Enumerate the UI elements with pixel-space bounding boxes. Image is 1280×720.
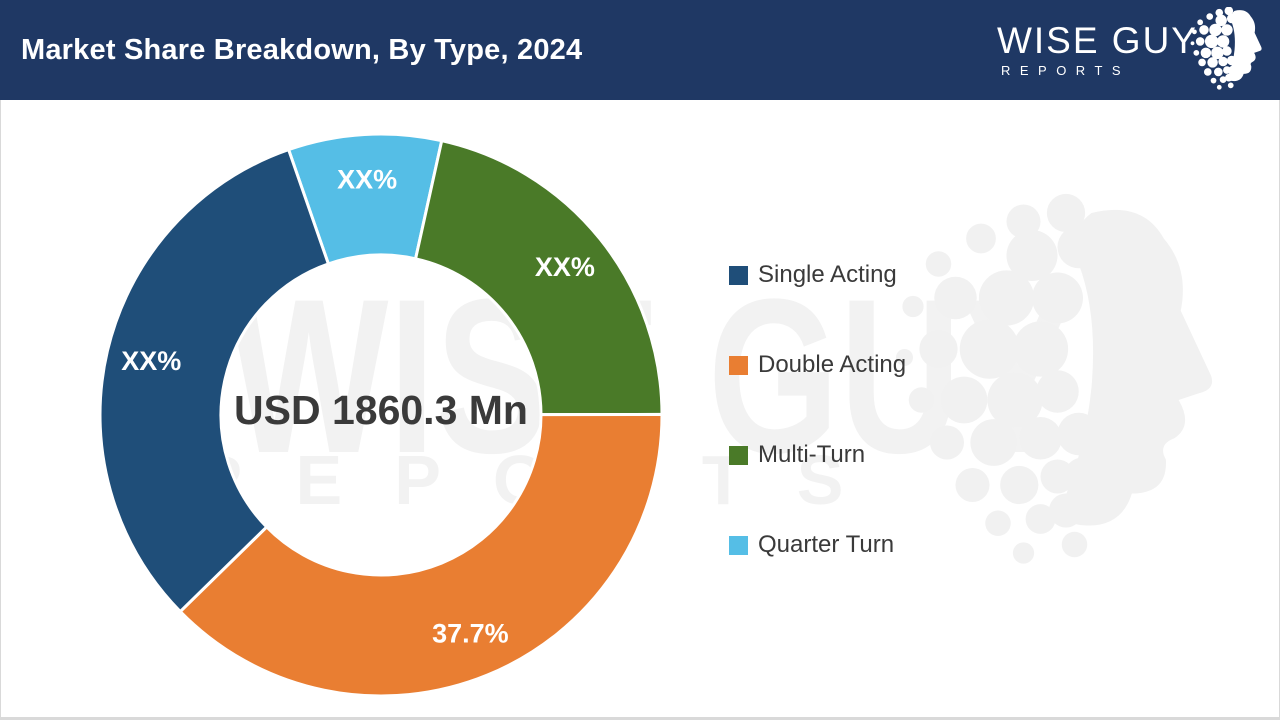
logo-text: WISE GUY REPORTS [997, 22, 1198, 78]
legend-swatch [729, 355, 748, 375]
logo-wordmark: WISE GUY [996, 20, 1198, 61]
legend-swatch [729, 265, 748, 285]
legend-label: Multi-Turn [758, 441, 866, 468]
legend: Single Acting Double Acting Multi-Turn Q… [729, 261, 907, 622]
donut-chart: WISE GUY REPORTS USD 1860.3 Mn XX%XX%37.… [98, 132, 1213, 698]
page-title: Market Share Breakdown, By Type, 2024 [21, 33, 583, 66]
header-bar: Market Share Breakdown, By Type, 2024 WI… [0, 0, 1280, 100]
legend-item-double-acting: Double Acting [729, 351, 907, 378]
legend-swatch [729, 445, 748, 465]
logo-tagline: REPORTS [1000, 63, 1131, 78]
wiseguy-logo: WISE GUY REPORTS [997, 6, 1266, 94]
slice-percentage-label: XX% [535, 252, 595, 282]
donut-segment-single-acting [98, 148, 330, 614]
slice-percentage-label: XX% [121, 346, 181, 376]
legend-item-multi-turn: Multi-Turn [729, 441, 906, 468]
legend-item-single-acting: Single Acting [729, 261, 906, 288]
slice-percentage-label: XX% [337, 164, 397, 194]
legend-swatch [729, 535, 748, 555]
legend-label: Single Acting [758, 261, 897, 288]
chart-area: WISE GUY REPORTS USD 1860.3 Mn XX%XX%37.… [0, 100, 1280, 717]
donut-segment-double-acting [178, 412, 664, 698]
slice-percentage-label: 37.7% [432, 618, 509, 648]
donut-segment-multi-turn [414, 139, 664, 417]
legend-label: Quarter Turn [758, 531, 895, 558]
chart-center-value: USD 1860.3 Mn [234, 387, 528, 433]
legend-label: Double Acting [758, 351, 907, 378]
legend-item-quarter-turn: Quarter Turn [729, 531, 906, 558]
